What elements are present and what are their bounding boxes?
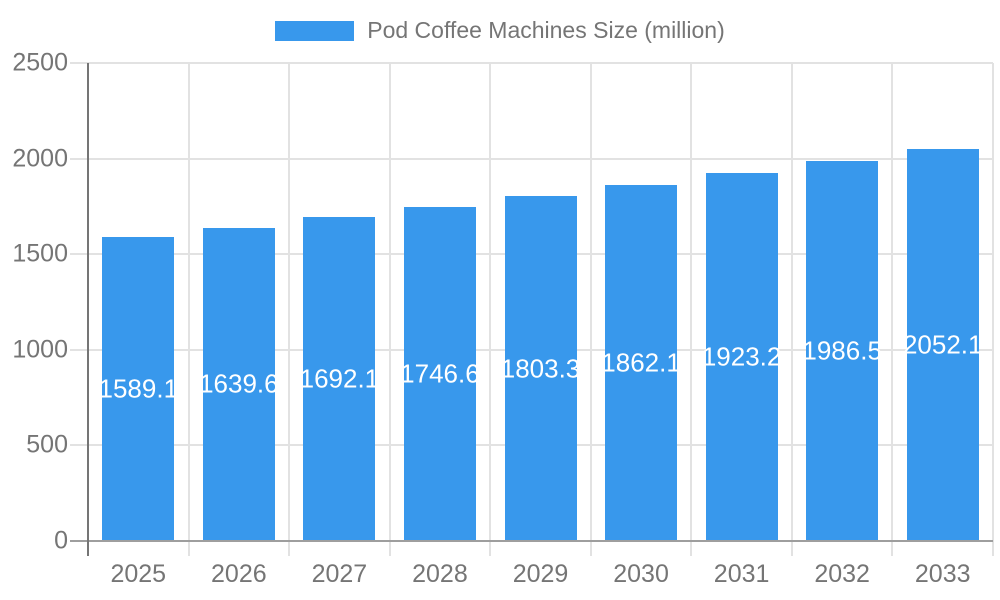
x-axis-tick-label: 2025 xyxy=(110,560,167,588)
bar[interactable] xyxy=(605,184,678,541)
x-axis-line xyxy=(70,540,993,542)
x-axis-tick-label: 2033 xyxy=(914,560,971,588)
y-axis-line xyxy=(87,63,89,556)
gridline-vertical xyxy=(589,63,592,556)
y-axis-tick-label: 500 xyxy=(26,430,68,459)
legend-label: Pod Coffee Machines Size (million) xyxy=(367,17,725,43)
bar-value-label: 1589.1 xyxy=(98,373,179,404)
bar-value-label: 1862.1 xyxy=(601,347,681,378)
x-axis-tick-label: 2027 xyxy=(311,560,368,588)
bar-value-label: 1803.3 xyxy=(500,353,581,384)
gridline-horizontal xyxy=(70,62,993,64)
bar-value-label: 1639.6 xyxy=(199,368,279,399)
y-axis-tick-label: 2000 xyxy=(12,144,68,173)
gridline-vertical xyxy=(690,63,693,556)
gridline-vertical xyxy=(790,63,793,556)
bar-value-label: 2052.1 xyxy=(902,329,983,360)
bar[interactable] xyxy=(303,217,376,541)
x-axis-tick-label: 2026 xyxy=(211,560,267,588)
gridline-vertical xyxy=(891,63,894,556)
legend-swatch-icon xyxy=(275,20,355,41)
bar-value-label: 1923.2 xyxy=(701,341,782,372)
bar[interactable] xyxy=(906,148,979,541)
x-axis-tick-label: 2029 xyxy=(512,560,569,588)
bar[interactable] xyxy=(504,196,577,541)
gridline-vertical xyxy=(992,63,994,556)
gridline-horizontal xyxy=(70,157,993,160)
bar[interactable] xyxy=(202,227,275,541)
x-axis-tick-label: 2031 xyxy=(713,560,770,588)
bar-value-label: 1692.1 xyxy=(299,363,380,394)
y-axis-tick-label: 2500 xyxy=(12,48,68,77)
y-axis-tick-label: 1000 xyxy=(12,335,68,364)
bar[interactable] xyxy=(102,237,175,541)
x-axis-tick-label: 2032 xyxy=(814,560,870,588)
chart-legend: Pod Coffee Machines Size (million) xyxy=(0,17,1000,44)
legend-item[interactable]: Pod Coffee Machines Size (million) xyxy=(275,17,725,44)
gridline-vertical xyxy=(187,63,190,556)
bar-value-label: 1986.5 xyxy=(802,335,882,366)
x-axis-tick-label: 2028 xyxy=(412,560,468,588)
x-axis-tick-label: 2030 xyxy=(613,560,669,588)
gridline-vertical xyxy=(288,63,291,556)
bar[interactable] xyxy=(403,207,476,541)
y-axis-tick-label: 0 xyxy=(54,526,68,555)
bar-value-label: 1746.6 xyxy=(400,358,480,389)
gridline-vertical xyxy=(489,63,492,556)
bar[interactable] xyxy=(705,173,778,541)
y-axis-tick-label: 1500 xyxy=(12,239,68,268)
bar[interactable] xyxy=(806,161,879,541)
gridline-vertical xyxy=(388,63,391,556)
